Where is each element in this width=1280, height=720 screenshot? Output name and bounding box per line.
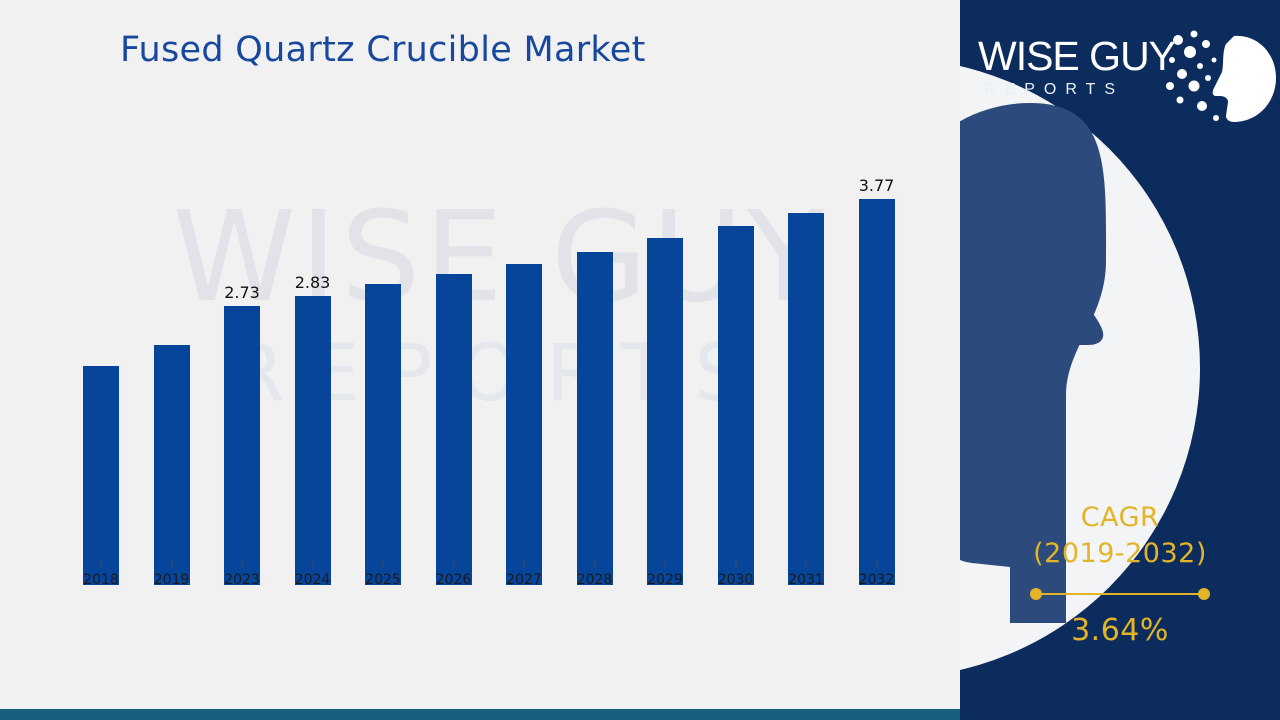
bar-2026 xyxy=(435,274,472,585)
x-tick-label: 2028 xyxy=(576,572,613,588)
bar-2024: 2.83 xyxy=(294,273,331,585)
tick-mark xyxy=(594,561,595,568)
x-axis: 2018 2019 2023 2024 2025 2026 2027 2028 2029 2030… xyxy=(0,561,960,601)
tick-mark xyxy=(735,561,736,568)
bar-2023: 2.73 xyxy=(224,283,260,585)
bar-chart-plot: 2.73 2.83 3.77 xyxy=(83,176,895,585)
tick-mark xyxy=(453,561,454,568)
x-tick-label: 2019 xyxy=(153,572,190,588)
bar-rect xyxy=(294,296,331,585)
x-tick-label: 2029 xyxy=(647,572,683,588)
x-tick-label: 2032 xyxy=(858,572,895,588)
tick-mark xyxy=(312,561,313,568)
x-tick-label: 2024 xyxy=(294,572,331,588)
cagr-block: CAGR (2019-2032) 3.64% xyxy=(960,500,1280,648)
bar-rect xyxy=(506,264,542,585)
bar-2029 xyxy=(647,238,683,585)
tick-mark xyxy=(523,561,525,568)
brand-logo: WISE GUY REPORTS xyxy=(972,30,1276,122)
x-tick-label: 2027 xyxy=(506,572,542,588)
cagr-range: (2019-2032) xyxy=(1033,538,1207,570)
logo-secondary-text: REPORTS xyxy=(984,81,1125,98)
bar-value-label: 2.73 xyxy=(224,283,260,302)
cagr-title: CAGR xyxy=(1080,502,1160,533)
bar-rect xyxy=(576,252,613,585)
x-tick-label: 2025 xyxy=(365,572,401,588)
bottom-accent-strip xyxy=(0,709,960,720)
tick-mark xyxy=(100,561,102,568)
bar-2030 xyxy=(717,226,754,585)
tick-mark xyxy=(241,561,243,568)
tick-mark xyxy=(664,561,666,568)
x-tick-label: 2023 xyxy=(224,572,260,588)
tick-mark xyxy=(876,561,877,568)
bar-2031 xyxy=(788,213,824,585)
bar-2025 xyxy=(365,284,401,585)
bar-2019 xyxy=(153,345,190,585)
bar-value-label: 3.77 xyxy=(858,176,895,195)
head-silhouette-icon xyxy=(960,103,1107,623)
bar-2018 xyxy=(83,366,119,585)
cagr-divider xyxy=(1030,587,1210,601)
logo-primary-text: WISE GUY xyxy=(978,33,1176,79)
tick-mark xyxy=(171,561,172,568)
bar-rect xyxy=(224,306,260,585)
bar-rect xyxy=(83,366,119,585)
bar-rect xyxy=(717,226,754,585)
brand-panel: WISE GUY REPORTS CAGR xyxy=(960,0,1280,720)
tick-mark xyxy=(805,561,807,568)
bar-2027 xyxy=(506,264,542,585)
x-tick-label: 2031 xyxy=(788,572,824,588)
cagr-value: 3.64% xyxy=(1071,612,1169,648)
page-title: Fused Quartz Crucible Market xyxy=(120,30,646,70)
bar-rect xyxy=(153,345,190,585)
bar-rect xyxy=(858,199,895,585)
divider-line xyxy=(1036,592,1204,595)
x-tick-label: 2026 xyxy=(435,572,472,588)
bar-rect xyxy=(365,284,401,585)
tick-mark xyxy=(382,561,384,568)
bar-2028 xyxy=(576,252,613,585)
bar-2032: 3.77 xyxy=(858,176,895,585)
bar-rect xyxy=(788,213,824,585)
divider-dot-right xyxy=(1198,587,1210,600)
x-tick-label: 2030 xyxy=(717,572,754,588)
bar-rect xyxy=(647,238,683,585)
bar-rect xyxy=(435,274,472,585)
logo-dot-head-icon xyxy=(1166,30,1276,122)
x-tick-label: 2018 xyxy=(83,572,119,588)
chart-panel: Fused Quartz Crucible Market WISE GUY RE… xyxy=(0,30,960,720)
bar-value-label: 2.83 xyxy=(294,273,331,292)
